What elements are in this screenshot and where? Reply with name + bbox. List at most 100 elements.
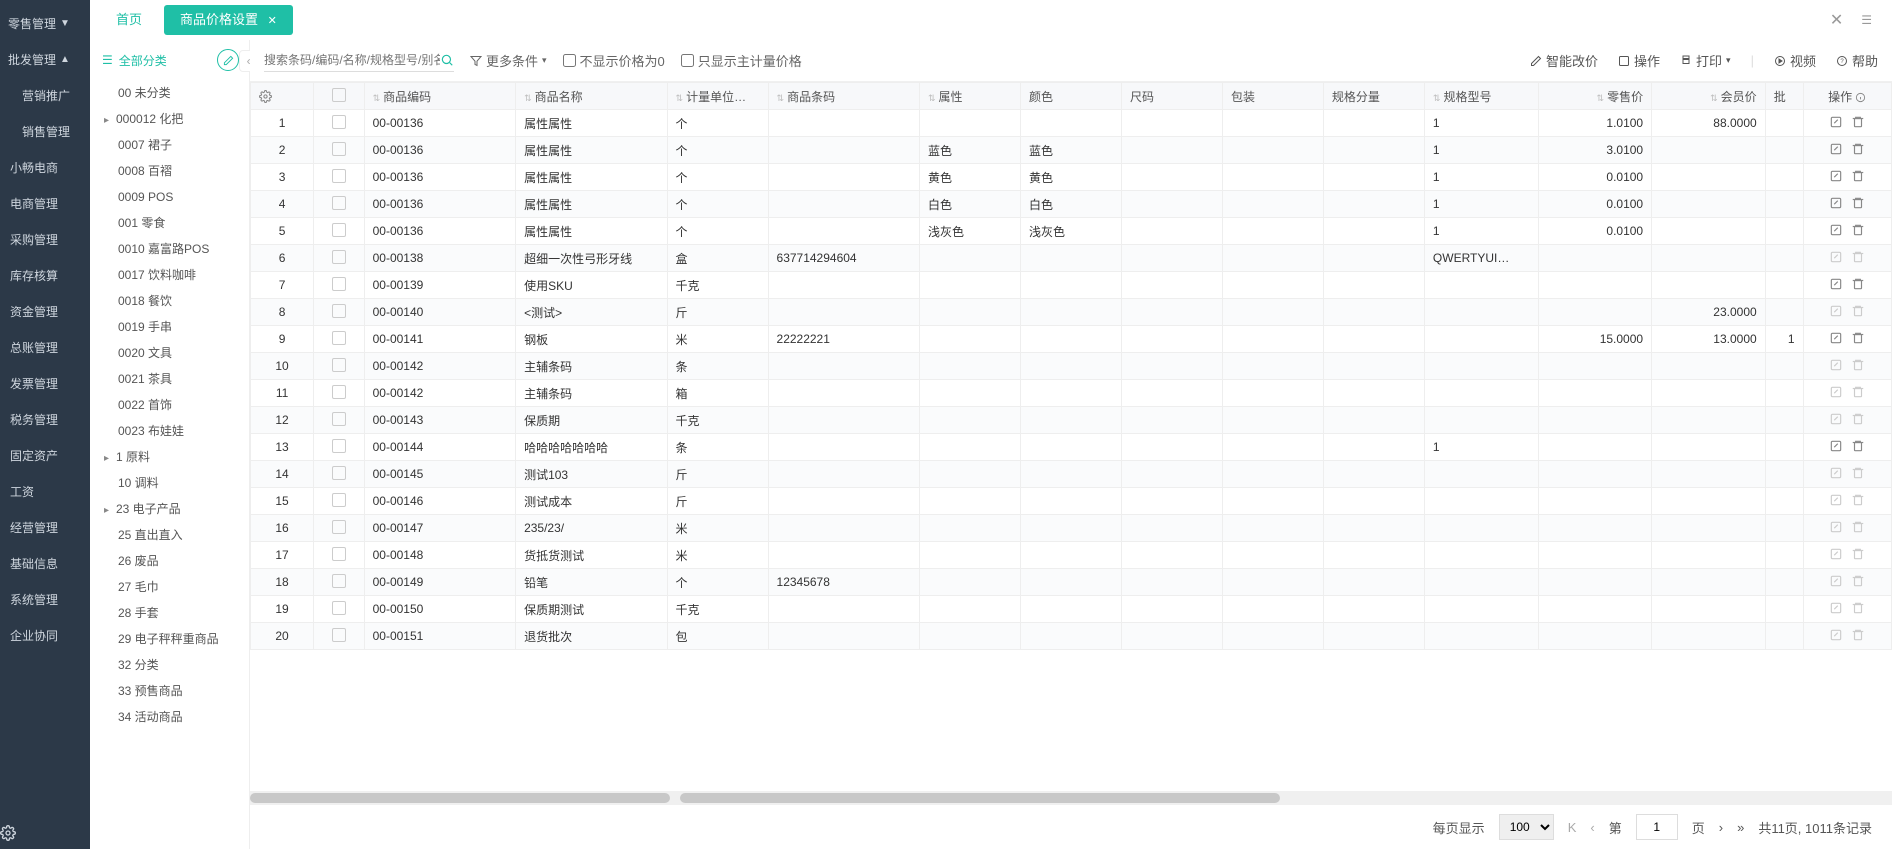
row-checkbox[interactable] [332, 250, 346, 264]
row-checkbox[interactable] [332, 547, 346, 561]
sort-icon[interactable]: ⇅ [1597, 93, 1605, 103]
edit-row-icon[interactable] [1829, 169, 1843, 186]
per-page-select[interactable]: 100 [1499, 814, 1554, 840]
row-checkbox[interactable] [332, 304, 346, 318]
category-item[interactable]: 10 调料 [90, 470, 249, 496]
category-item[interactable]: 0020 文具 [90, 340, 249, 366]
sidebar-item[interactable]: 固定资产 [0, 438, 90, 474]
sidebar-item[interactable]: 税务管理 [0, 402, 90, 438]
gear-icon[interactable] [259, 90, 272, 103]
category-item[interactable]: 32 分类 [90, 652, 249, 678]
sidebar-item[interactable]: 企业协同 [0, 618, 90, 654]
select-all-checkbox[interactable] [332, 88, 346, 102]
close-icon[interactable]: ✕ [268, 15, 277, 27]
sort-icon[interactable]: ⇅ [928, 93, 936, 103]
row-checkbox[interactable] [332, 601, 346, 615]
row-checkbox[interactable] [332, 115, 346, 129]
operate-button[interactable]: 操作 [1618, 51, 1660, 70]
print-button[interactable]: 打印 ▾ [1680, 51, 1731, 70]
col-attr[interactable]: ⇅属性 [919, 83, 1020, 110]
edit-row-icon[interactable] [1829, 142, 1843, 159]
row-checkbox[interactable] [332, 412, 346, 426]
col-specqty[interactable]: 规格分量 [1323, 83, 1424, 110]
window-close-icon[interactable]: ✕ [1830, 10, 1843, 30]
edit-category-icon[interactable] [217, 49, 239, 71]
col-retail[interactable]: ⇅零售价 [1538, 83, 1652, 110]
sort-icon[interactable]: ⇅ [777, 93, 785, 103]
row-checkbox[interactable] [332, 493, 346, 507]
category-item[interactable]: ▸1 原料 [90, 444, 249, 470]
edit-row-icon[interactable] [1829, 196, 1843, 213]
row-checkbox[interactable] [332, 628, 346, 642]
sidebar-item[interactable]: 营销推广 [0, 78, 90, 114]
horizontal-scrollbar[interactable] [250, 791, 1892, 805]
delete-row-icon[interactable] [1851, 196, 1865, 213]
category-item[interactable]: ▸23 电子产品 [90, 496, 249, 522]
col-wholesale[interactable]: 批 [1765, 83, 1803, 110]
col-chk[interactable] [314, 83, 364, 110]
video-button[interactable]: 视频 [1774, 51, 1816, 70]
delete-row-icon[interactable] [1851, 142, 1865, 159]
row-checkbox[interactable] [332, 439, 346, 453]
col-member[interactable]: ⇅会员价 [1652, 83, 1766, 110]
sidebar-item[interactable]: 采购管理 [0, 222, 90, 258]
category-item[interactable]: 33 预售商品 [90, 678, 249, 704]
row-checkbox[interactable] [332, 520, 346, 534]
col-unit[interactable]: ⇅计量单位… [667, 83, 768, 110]
col-spec[interactable]: ⇅规格型号 [1424, 83, 1538, 110]
col-color[interactable]: 颜色 [1020, 83, 1121, 110]
sidebar-item[interactable]: 批发管理▲ [0, 42, 90, 78]
col-ops[interactable]: 操作 [1803, 83, 1891, 110]
edit-row-icon[interactable] [1829, 115, 1843, 132]
category-item[interactable]: 25 直出直入 [90, 522, 249, 548]
sort-icon[interactable]: ⇅ [1710, 93, 1718, 103]
sidebar-item[interactable]: 电商管理 [0, 186, 90, 222]
sidebar-item[interactable]: 工资 [0, 474, 90, 510]
hide-zero-checkbox[interactable]: 不显示价格为0 [563, 51, 665, 70]
last-page-button[interactable]: » [1737, 820, 1744, 835]
more-conditions[interactable]: 更多条件 ▾ [470, 51, 547, 70]
edit-row-icon[interactable] [1829, 277, 1843, 294]
edit-row-icon[interactable] [1829, 223, 1843, 240]
category-item[interactable]: ▸000012 化把 [90, 106, 249, 132]
page-input[interactable] [1636, 814, 1678, 840]
sidebar-item[interactable]: 资金管理 [0, 294, 90, 330]
row-checkbox[interactable] [332, 466, 346, 480]
sidebar-item[interactable]: 零售管理▼ [0, 6, 90, 42]
category-item[interactable]: 34 活动商品 [90, 704, 249, 730]
delete-row-icon[interactable] [1851, 439, 1865, 456]
delete-row-icon[interactable] [1851, 115, 1865, 132]
row-checkbox[interactable] [332, 331, 346, 345]
sidebar-item[interactable]: 基础信息 [0, 546, 90, 582]
sidebar-item[interactable]: 库存核算 [0, 258, 90, 294]
category-item[interactable]: 0010 嘉富路POS [90, 236, 249, 262]
col-gear[interactable] [251, 83, 314, 110]
search-icon[interactable] [440, 53, 454, 67]
category-item[interactable]: 27 毛巾 [90, 574, 249, 600]
scroll-thumb[interactable] [250, 793, 670, 803]
edit-row-icon[interactable] [1829, 331, 1843, 348]
edit-row-icon[interactable] [1829, 439, 1843, 456]
category-item[interactable]: 0009 POS [90, 184, 249, 210]
category-item[interactable]: 0022 首饰 [90, 392, 249, 418]
hide-zero-input[interactable] [563, 54, 576, 67]
row-checkbox[interactable] [332, 142, 346, 156]
sidebar-item[interactable]: 经营管理 [0, 510, 90, 546]
category-item[interactable]: 0018 餐饮 [90, 288, 249, 314]
col-name[interactable]: ⇅商品名称 [516, 83, 667, 110]
first-page-button[interactable]: K [1568, 820, 1577, 835]
sort-icon[interactable]: ⇅ [524, 93, 532, 103]
col-size[interactable]: 尺码 [1121, 83, 1222, 110]
menu-icon[interactable]: ☰ [1861, 13, 1872, 27]
category-item[interactable]: 0008 百褶 [90, 158, 249, 184]
row-checkbox[interactable] [332, 358, 346, 372]
row-checkbox[interactable] [332, 223, 346, 237]
help-button[interactable]: ? 帮助 [1836, 51, 1878, 70]
category-item[interactable]: 0007 裙子 [90, 132, 249, 158]
category-all[interactable]: 全部分类 [119, 52, 167, 69]
tab-price-setting[interactable]: 商品价格设置 ✕ [164, 5, 293, 35]
tab-home[interactable]: 首页 [100, 5, 158, 35]
info-icon[interactable] [1855, 92, 1866, 103]
sort-icon[interactable]: ⇅ [373, 93, 381, 103]
category-item[interactable]: 0021 茶具 [90, 366, 249, 392]
